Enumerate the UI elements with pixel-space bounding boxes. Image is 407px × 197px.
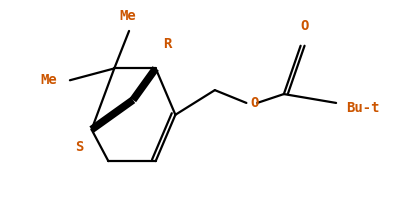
Text: S: S	[75, 140, 84, 154]
Text: R: R	[164, 37, 172, 51]
Text: O: O	[250, 96, 258, 110]
Text: O: O	[300, 19, 309, 33]
Text: Bu-t: Bu-t	[346, 101, 379, 115]
Text: Me: Me	[40, 73, 57, 87]
Text: Me: Me	[120, 9, 136, 23]
